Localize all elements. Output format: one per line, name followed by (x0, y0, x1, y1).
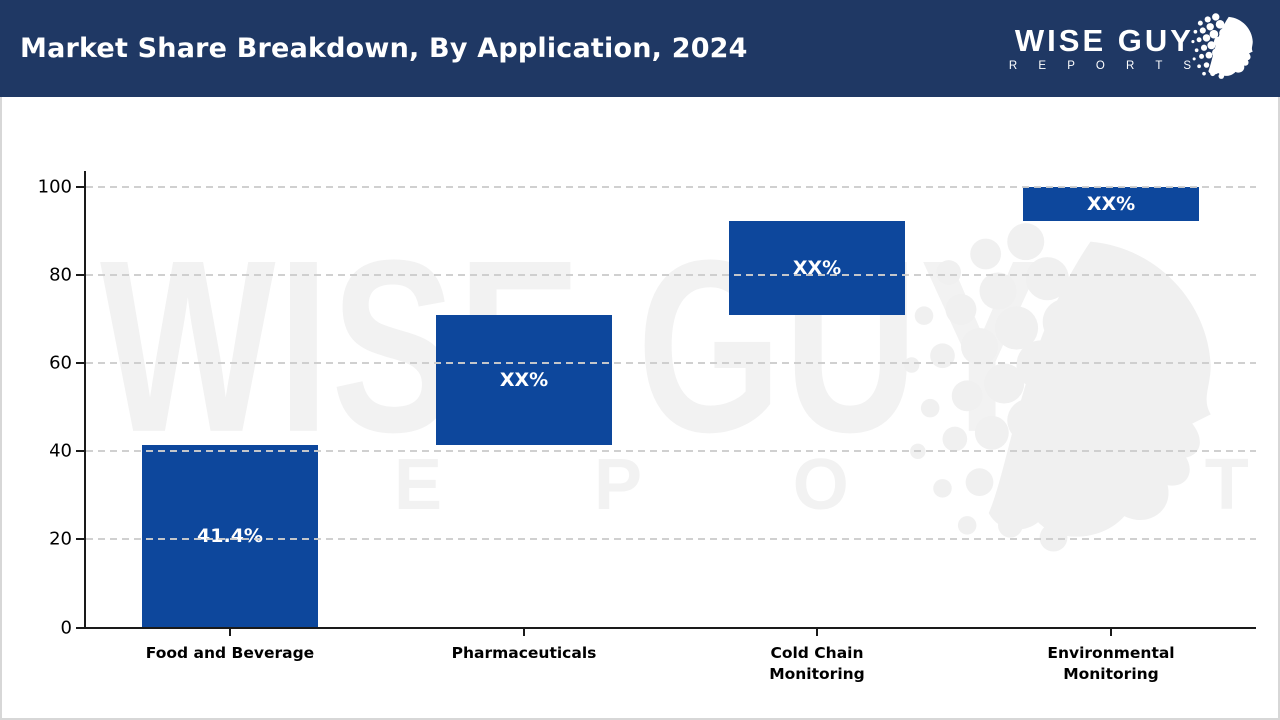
y-tick-label: 60 (49, 352, 72, 374)
brand-logo: WISE GUY R E P O R T S (1009, 6, 1262, 92)
y-tick (76, 362, 85, 364)
x-category-label: Pharmaceuticals (451, 644, 597, 662)
brand-subname: R E P O R T S (1008, 59, 1200, 72)
brand-logo-text: WISE GUY R E P O R T S (1009, 25, 1200, 72)
x-tick (816, 629, 818, 636)
x-category-label: Environmental Monitoring (1047, 644, 1175, 683)
page-title: Market Share Breakdown, By Application, … (20, 33, 748, 64)
gridline-40 (86, 450, 1256, 452)
x-tick (1110, 629, 1112, 636)
y-tick-label: 40 (49, 440, 72, 462)
y-tick (76, 538, 85, 540)
bar-value-label: 41.4% (197, 525, 263, 547)
y-tick (76, 274, 85, 276)
y-axis-line (84, 171, 86, 629)
y-tick (76, 186, 85, 188)
y-tick (76, 450, 85, 452)
y-tick-label: 20 (49, 528, 72, 550)
dotted-head-logo-icon (1191, 12, 1253, 79)
bar-value-label: XX% (792, 257, 842, 279)
brand-name: WISE GUY (1014, 23, 1194, 59)
header-bar: Market Share Breakdown, By Application, … (0, 0, 1280, 97)
watermark-dotted-head-icon (903, 223, 1211, 552)
x-category-label: Cold Chain Monitoring (769, 644, 865, 683)
x-tick (523, 629, 525, 636)
y-tick-label: 100 (37, 176, 72, 198)
y-tick-label: 0 (60, 617, 72, 639)
bar-environmental-monitoring: XX% (1023, 187, 1199, 221)
chart-area: WISE GUY R E P O R T S 41.4% XX% XX% XX% (0, 97, 1280, 720)
x-axis-line (84, 627, 1256, 629)
x-tick (229, 629, 231, 636)
bar-value-label: XX% (499, 369, 549, 391)
gridline-80 (86, 274, 1256, 276)
gridline-60 (86, 362, 1256, 364)
bar-value-label: XX% (1086, 193, 1136, 215)
gridline-20 (86, 538, 1256, 540)
bar-pharmaceuticals: XX% (436, 315, 612, 445)
x-category-label: Food and Beverage (145, 644, 315, 662)
y-tick (76, 627, 85, 629)
bar-cold-chain-monitoring: XX% (729, 221, 905, 315)
bar-food-and-beverage: 41.4% (142, 445, 318, 627)
gridline-100 (86, 186, 1256, 188)
y-tick-label: 80 (49, 264, 72, 286)
